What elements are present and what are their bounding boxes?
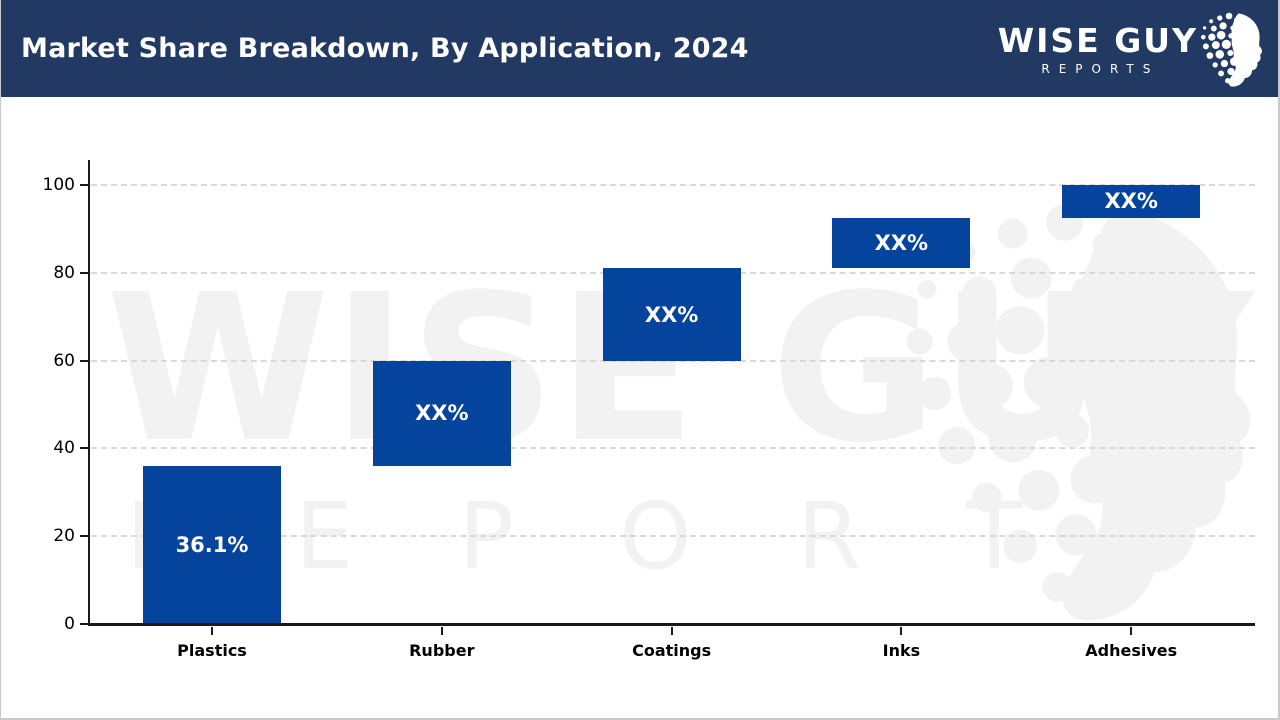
y-tick [80,184,89,186]
y-tick [80,359,89,362]
bar-value-label: XX% [415,401,469,426]
category-label: Coatings [632,641,712,660]
waterfall-bar: XX% [602,268,741,361]
wiseguy-face-icon [1200,12,1262,87]
x-tick [211,627,213,635]
x-axis-line [88,623,1255,626]
waterfall-bar: XX% [372,360,511,466]
y-axis-line [88,160,90,626]
category-label: Rubber [409,641,475,660]
gridline [91,359,1255,362]
gridline [91,447,1255,450]
bar-value-label: 36.1% [175,532,249,557]
y-tick-label: 80 [53,262,75,283]
waterfall-bar: XX% [1062,185,1201,218]
x-tick [900,627,903,635]
y-tick-label: 40 [53,438,75,459]
header-bar: Market Share Breakdown, By Application, … [1,0,1278,97]
bar-value-label: XX% [1104,189,1158,214]
wiseguy-logo: WISE GUY REPORTS [998,11,1264,89]
logo-wordmark: WISE GUY [997,20,1198,60]
x-tick [670,627,673,635]
x-tick [1130,627,1133,635]
gridline [91,535,1255,538]
y-tick-label: 0 [64,614,75,634]
logo-text: WISE GUY REPORTS [998,24,1198,76]
category-label: Plastics [177,641,247,660]
y-tick [80,535,89,538]
gridline [91,184,1255,186]
y-tick [80,623,89,625]
waterfall-bar: XX% [832,217,971,269]
category-label: Inks [882,641,921,660]
waterfall-bar: 36.1% [143,465,281,624]
y-tick-label: 60 [53,350,75,371]
y-tick [80,271,89,274]
bar-value-label: XX% [644,302,699,327]
x-tick [440,627,443,635]
category-label: Adhesives [1085,641,1178,660]
y-tick [80,447,89,450]
bar-value-label: XX% [874,231,929,256]
y-tick-label: 20 [53,526,75,547]
logo-subtext: REPORTS [1041,61,1160,76]
y-tick-label: 100 [42,175,75,195]
chart-title: Market Share Breakdown, By Application, … [21,33,749,64]
